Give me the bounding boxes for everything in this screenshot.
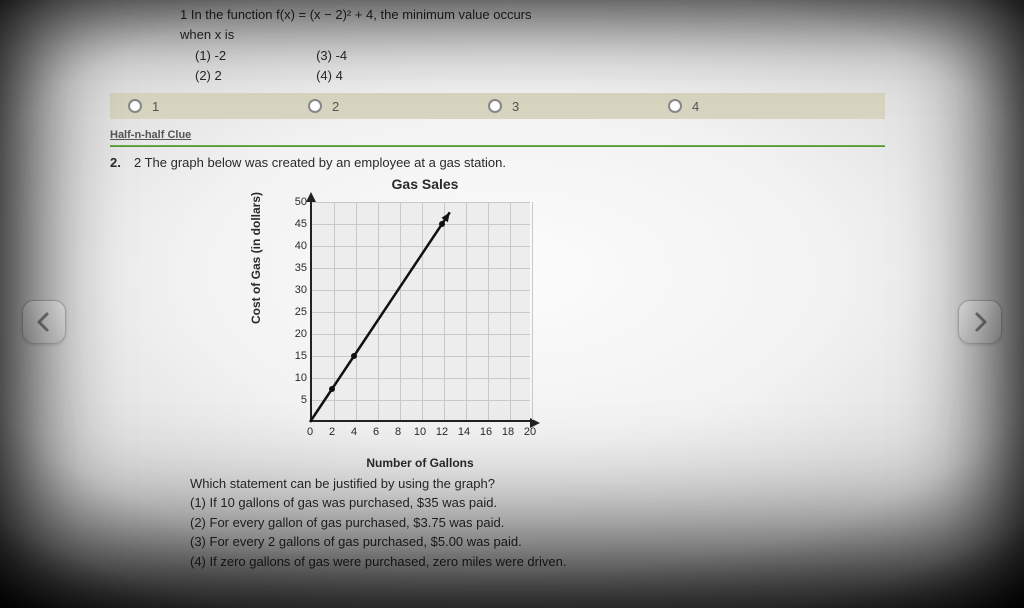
x-tick-label: 12 bbox=[436, 426, 448, 438]
divider bbox=[110, 145, 885, 147]
q1-col2: (3) -4 (4) 4 bbox=[316, 46, 347, 85]
x-tick-label: 20 bbox=[524, 426, 536, 438]
answer-option-4[interactable]: 4 bbox=[668, 99, 848, 114]
chevron-right-icon bbox=[968, 310, 992, 334]
radio-icon bbox=[668, 99, 682, 113]
y-tick-label: 30 bbox=[285, 284, 307, 296]
x-tick-label: 4 bbox=[351, 426, 357, 438]
q1-line1: 1 In the function f(x) = (x − 2)² + 4, t… bbox=[180, 5, 900, 25]
radio-icon bbox=[488, 99, 502, 113]
q2-c3: (3) For every 2 gallons of gas purchased… bbox=[190, 532, 900, 552]
q2-number: 2. bbox=[110, 155, 134, 170]
q2-prompt: Which statement can be justified by usin… bbox=[190, 476, 900, 491]
q1-c3: (3) -4 bbox=[316, 46, 347, 66]
y-axis-label: Cost of Gas (in dollars) bbox=[249, 192, 263, 324]
y-tick-label: 15 bbox=[285, 350, 307, 362]
radio-icon bbox=[308, 99, 322, 113]
answer-option-1[interactable]: 1 bbox=[128, 99, 308, 114]
q2-header: 2. 2 The graph below was created by an e… bbox=[110, 155, 900, 170]
quiz-content: 1 In the function f(x) = (x − 2)² + 4, t… bbox=[110, 0, 900, 571]
q2-c2: (2) For every gallon of gas purchased, $… bbox=[190, 513, 900, 533]
y-tick-label: 5 bbox=[285, 394, 307, 406]
data-point-marker bbox=[439, 221, 445, 227]
answer-label: 1 bbox=[152, 99, 159, 114]
y-tick-label: 20 bbox=[285, 328, 307, 340]
radio-icon bbox=[128, 99, 142, 113]
x-tick-label: 2 bbox=[329, 426, 335, 438]
answer-label: 3 bbox=[512, 99, 519, 114]
q2-c4: (4) If zero gallons of gas were purchase… bbox=[190, 552, 900, 572]
x-tick-label: 18 bbox=[502, 426, 514, 438]
data-point-marker bbox=[351, 353, 357, 359]
x-tick-label: 14 bbox=[458, 426, 470, 438]
y-tick-label: 50 bbox=[285, 196, 307, 208]
y-tick-label: 35 bbox=[285, 262, 307, 274]
y-tick-label: 45 bbox=[285, 218, 307, 230]
x-tick-label: 8 bbox=[395, 426, 401, 438]
q2-c1: (1) If 10 gallons of gas was purchased, … bbox=[190, 493, 900, 513]
next-button[interactable] bbox=[958, 300, 1002, 344]
q1-stem: 1 In the function f(x) = (x − 2)² + 4, t… bbox=[180, 5, 900, 44]
answer-label: 2 bbox=[332, 99, 339, 114]
data-point-marker bbox=[329, 386, 335, 392]
x-tick-label: 16 bbox=[480, 426, 492, 438]
half-n-half-clue-link[interactable]: Half-n-half Clue bbox=[110, 129, 191, 141]
gridline-v bbox=[532, 202, 533, 420]
answer-option-2[interactable]: 2 bbox=[308, 99, 488, 114]
y-axis-arrowhead-icon bbox=[306, 192, 316, 202]
answer-bar: 1 2 3 4 bbox=[110, 93, 885, 119]
q1-line2: when x is bbox=[180, 25, 900, 45]
x-axis-label: Number of Gallons bbox=[310, 456, 530, 470]
q1-c4: (4) 4 bbox=[316, 66, 347, 86]
x-tick-label: 10 bbox=[414, 426, 426, 438]
q2-choices: Which statement can be justified by usin… bbox=[190, 476, 900, 571]
chevron-left-icon bbox=[32, 310, 56, 334]
q1-c1: (1) -2 bbox=[195, 46, 226, 66]
prev-button[interactable] bbox=[22, 300, 66, 344]
q2-stem: 2 The graph below was created by an empl… bbox=[134, 155, 506, 170]
screen: 1 In the function f(x) = (x − 2)² + 4, t… bbox=[0, 0, 1024, 608]
y-tick-label: 40 bbox=[285, 240, 307, 252]
q1-choices: (1) -2 (2) 2 (3) -4 (4) 4 bbox=[195, 46, 900, 85]
x-tick-label: 0 bbox=[307, 426, 313, 438]
y-tick-label: 10 bbox=[285, 372, 307, 384]
answer-label: 4 bbox=[692, 99, 699, 114]
gas-sales-chart: Gas Sales Cost of Gas (in dollars) 51015… bbox=[255, 176, 575, 470]
answer-option-3[interactable]: 3 bbox=[488, 99, 668, 114]
q1-col1: (1) -2 (2) 2 bbox=[195, 46, 226, 85]
y-tick-label: 25 bbox=[285, 306, 307, 318]
chart-area: Cost of Gas (in dollars) 510152025303540… bbox=[255, 194, 575, 454]
q1-c2: (2) 2 bbox=[195, 66, 226, 86]
chart-title: Gas Sales bbox=[295, 176, 555, 192]
x-tick-label: 6 bbox=[373, 426, 379, 438]
data-line bbox=[310, 202, 530, 422]
